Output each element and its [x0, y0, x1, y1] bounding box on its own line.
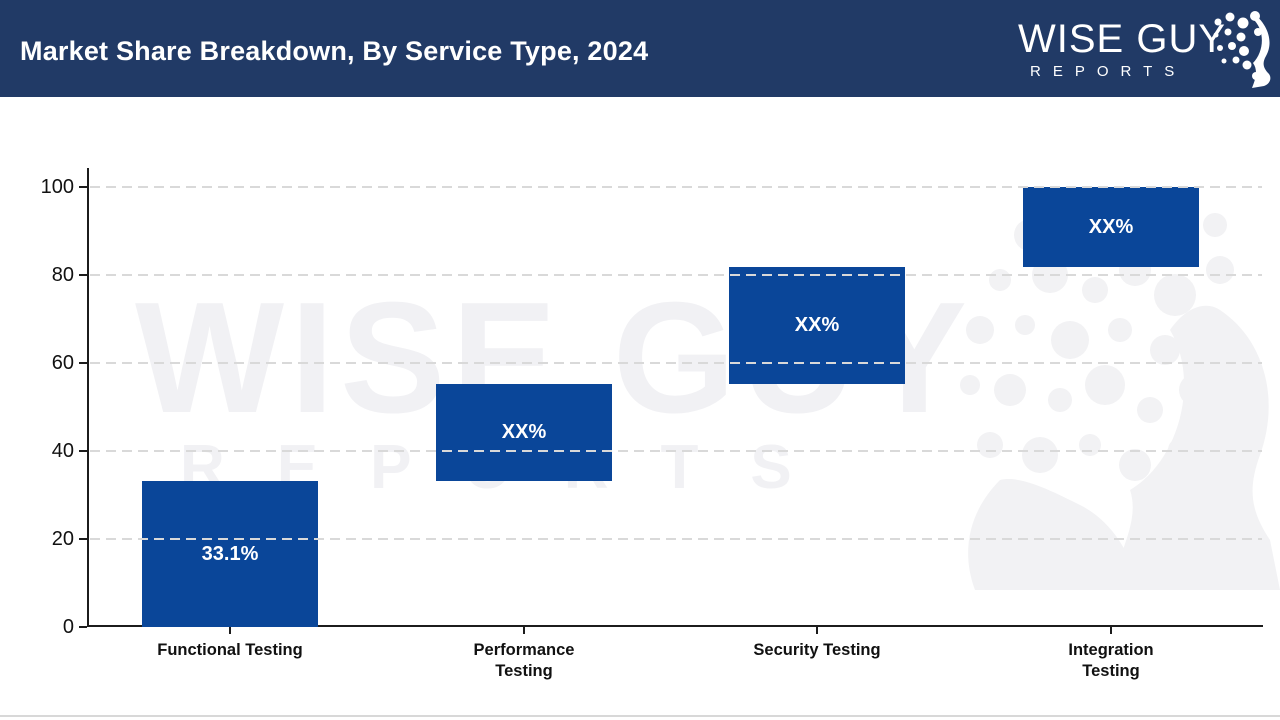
waterfall-bar: XX% — [436, 384, 612, 482]
gridline — [90, 274, 1262, 276]
y-tick-label: 20 — [51, 528, 74, 550]
x-tick — [523, 627, 525, 634]
waterfall-bar: XX% — [729, 267, 905, 385]
x-axis-label: Functional Testing — [157, 641, 303, 659]
brand-logo: WISE GUY REPORTS — [1018, 11, 1271, 88]
bar-value-label: XX% — [1088, 215, 1134, 238]
y-tick — [79, 538, 87, 540]
x-tick — [816, 627, 818, 634]
waterfall-bar: 33.1% — [142, 481, 318, 627]
bar-value-label: XX% — [501, 421, 547, 444]
bar-value-label: XX% — [794, 314, 840, 337]
y-tick-label: 80 — [51, 264, 74, 286]
x-tick — [229, 627, 231, 634]
gridline — [90, 186, 1262, 188]
gridline — [90, 450, 1262, 452]
y-tick-label: 100 — [40, 176, 74, 198]
logo-reports-text: REPORTS — [1030, 63, 1186, 80]
y-tick — [79, 274, 87, 276]
y-tick — [79, 186, 87, 188]
logo-head-dots — [1213, 11, 1271, 88]
y-axis-line — [87, 168, 89, 627]
waterfall-bar: XX% — [1023, 187, 1199, 268]
gridline — [90, 362, 1262, 364]
x-axis-line — [87, 625, 1263, 627]
y-tick-label: 40 — [51, 440, 74, 462]
chart-title: Market Share Breakdown, By Service Type,… — [20, 36, 649, 66]
bottom-divider — [0, 715, 1280, 717]
y-tick-label: 0 — [62, 616, 74, 638]
header-bar: Market Share Breakdown, By Service Type,… — [0, 0, 1280, 97]
x-axis-label: Security Testing — [753, 641, 881, 659]
x-tick — [1110, 627, 1112, 634]
gridline — [90, 538, 1262, 540]
logo-brand-text: WISE GUY — [1018, 17, 1226, 61]
x-axis-label: Integration Testing — [1068, 641, 1154, 680]
y-tick — [79, 450, 87, 452]
x-axis-label: Performance Testing — [473, 641, 575, 680]
bar-value-label: 33.1% — [201, 542, 259, 565]
y-tick — [79, 626, 87, 628]
y-tick-label: 60 — [51, 352, 74, 374]
y-tick — [79, 362, 87, 364]
